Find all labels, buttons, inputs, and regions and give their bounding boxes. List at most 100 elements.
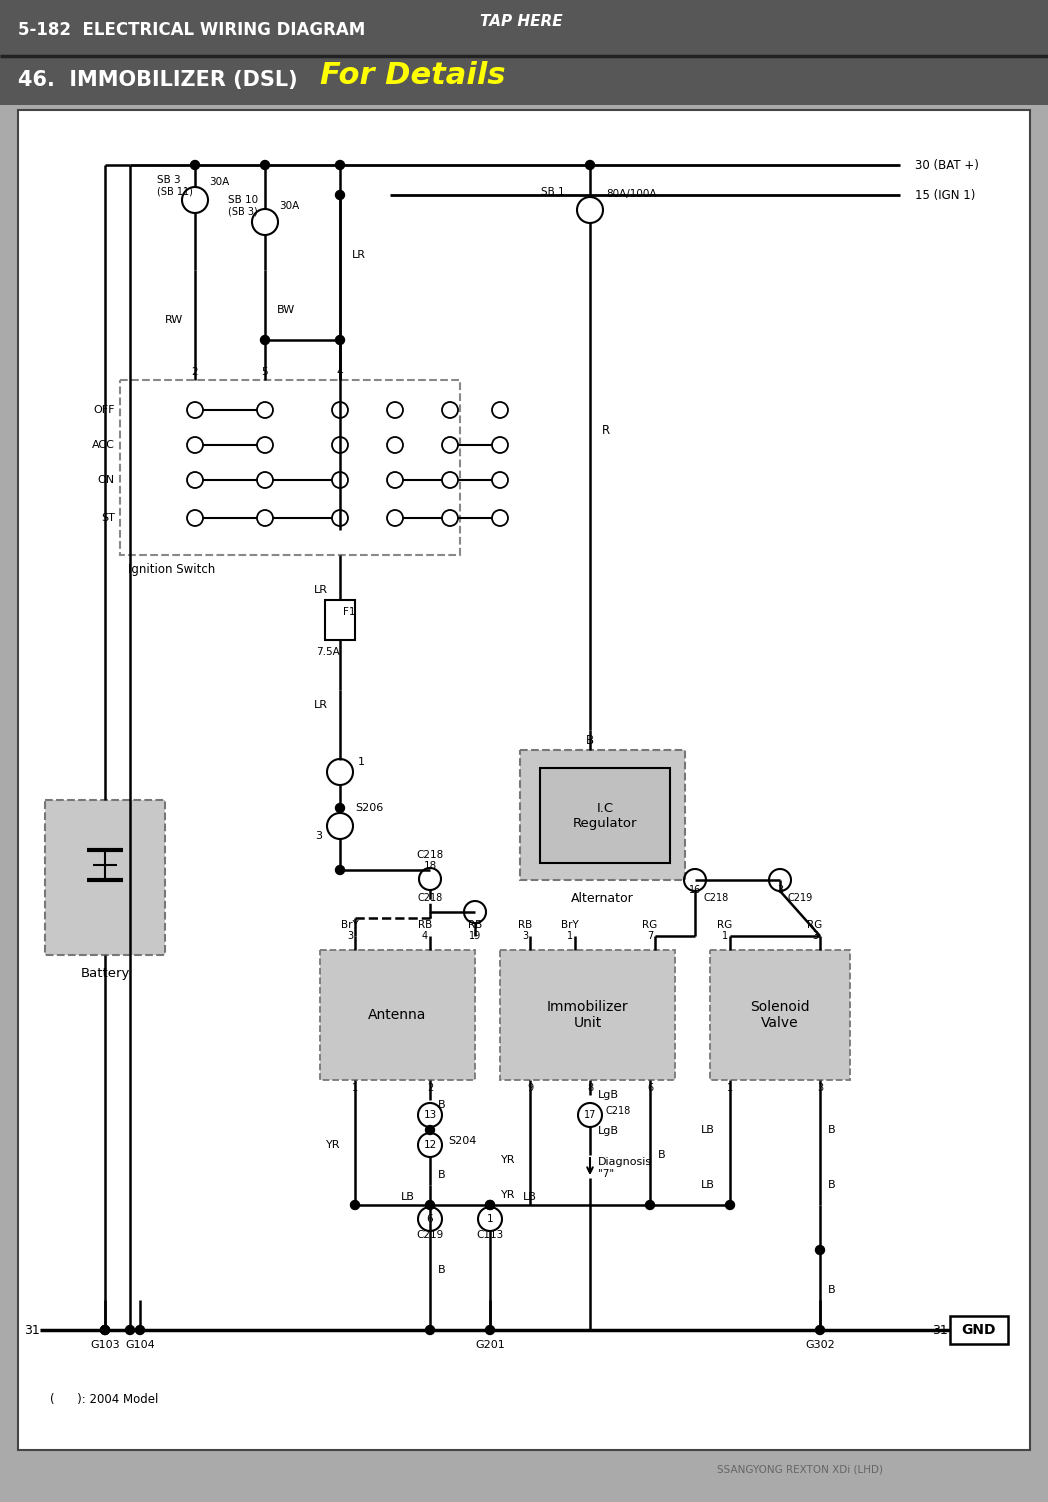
Text: 30A: 30A [209, 177, 230, 188]
Text: LgB: LgB [598, 1090, 619, 1099]
Text: G104: G104 [125, 1340, 155, 1350]
Circle shape [425, 1200, 435, 1209]
Text: B: B [828, 1125, 835, 1136]
Bar [325, 599, 355, 640]
Bar [45, 801, 165, 955]
Bar [0, 0, 1048, 105]
Text: 4: 4 [422, 931, 428, 940]
Text: B: B [438, 1099, 445, 1110]
Text: LB: LB [523, 1193, 537, 1202]
Text: BW: BW [277, 305, 296, 315]
Text: 3: 3 [777, 885, 783, 895]
Text: 6: 6 [427, 1214, 433, 1224]
Text: 3: 3 [817, 1083, 823, 1093]
Text: C218: C218 [416, 850, 443, 861]
Text: 17: 17 [584, 1110, 596, 1120]
Text: LB: LB [401, 1193, 415, 1202]
Text: B: B [586, 733, 594, 746]
Text: C218: C218 [417, 894, 442, 903]
Circle shape [261, 161, 269, 170]
Text: I.C
Regulator: I.C Regulator [573, 802, 637, 829]
Text: 12: 12 [423, 1140, 437, 1151]
Text: Solenoid
Valve: Solenoid Valve [750, 1000, 810, 1030]
Text: LR: LR [314, 700, 328, 710]
Text: 19: 19 [468, 931, 481, 940]
Text: (SB 3): (SB 3) [228, 207, 258, 216]
Bar [520, 749, 685, 880]
Text: 80A/100A: 80A/100A [606, 189, 656, 198]
Text: 1: 1 [567, 931, 573, 940]
Text: G201: G201 [475, 1340, 505, 1350]
Text: 1: 1 [352, 1083, 358, 1093]
Text: C218: C218 [703, 894, 728, 903]
Circle shape [335, 335, 345, 344]
Bar [709, 949, 850, 1080]
Circle shape [815, 1245, 825, 1254]
Text: RW: RW [165, 315, 183, 324]
Text: 9: 9 [527, 1083, 533, 1093]
Text: 2: 2 [192, 366, 198, 377]
Bar [320, 949, 475, 1080]
Circle shape [586, 161, 594, 170]
Text: SB 1: SB 1 [542, 188, 565, 197]
Text: BrY: BrY [561, 921, 578, 930]
Circle shape [725, 1200, 735, 1209]
Text: Diagnosis: Diagnosis [598, 1157, 652, 1167]
Text: C113: C113 [477, 1230, 504, 1241]
Circle shape [815, 1325, 825, 1334]
Text: 3: 3 [315, 831, 322, 841]
Text: Battery: Battery [81, 966, 130, 979]
Text: LB: LB [701, 1125, 715, 1136]
Text: G103: G103 [90, 1340, 119, 1350]
Text: 1: 1 [486, 1214, 494, 1224]
Bar [949, 1316, 1008, 1344]
Text: YR: YR [326, 1140, 340, 1151]
Text: 30A: 30A [279, 201, 300, 210]
Text: LgB: LgB [598, 1126, 619, 1136]
Text: ON: ON [97, 475, 115, 485]
Text: S204: S204 [447, 1136, 477, 1146]
Text: F1: F1 [343, 607, 355, 617]
Text: 3: 3 [812, 931, 818, 940]
Text: RG: RG [807, 921, 823, 930]
Text: C218: C218 [606, 1105, 631, 1116]
Text: 46.  IMMOBILIZER (DSL): 46. IMMOBILIZER (DSL) [18, 71, 298, 90]
Text: 5: 5 [262, 366, 268, 377]
Text: GND: GND [962, 1323, 997, 1337]
Text: Immobilizer
Unit: Immobilizer Unit [547, 1000, 629, 1030]
Circle shape [101, 1325, 109, 1334]
Text: Ignition Switch: Ignition Switch [128, 563, 215, 577]
Text: (      ): 2004 Model: ( ): 2004 Model [50, 1394, 158, 1406]
Text: S206: S206 [355, 804, 384, 813]
Circle shape [335, 865, 345, 874]
Text: 7: 7 [647, 931, 653, 940]
Text: RG: RG [718, 921, 733, 930]
Text: R: R [602, 424, 610, 437]
Text: LR: LR [314, 584, 328, 595]
Text: B: B [828, 1181, 835, 1190]
Text: Alternator: Alternator [571, 892, 634, 904]
Text: For Details: For Details [320, 60, 505, 90]
Text: LR: LR [352, 249, 366, 260]
Bar [121, 380, 460, 556]
Text: ACC: ACC [92, 440, 115, 451]
Circle shape [485, 1200, 495, 1209]
Text: 1: 1 [358, 757, 365, 768]
Text: "7": "7" [598, 1169, 614, 1179]
Text: RG: RG [642, 921, 658, 930]
Text: LB: LB [701, 1181, 715, 1190]
Text: 15 (IGN 1): 15 (IGN 1) [915, 188, 976, 201]
Circle shape [350, 1200, 359, 1209]
Text: B: B [828, 1286, 835, 1295]
Text: BrY: BrY [342, 921, 358, 930]
Circle shape [191, 161, 199, 170]
Text: OFF: OFF [93, 406, 115, 415]
Text: 1: 1 [727, 1083, 733, 1093]
Text: 13: 13 [423, 1110, 437, 1120]
Circle shape [335, 161, 345, 170]
Circle shape [485, 1325, 495, 1334]
Text: 1: 1 [722, 931, 728, 940]
Circle shape [126, 1325, 134, 1334]
Text: 18: 18 [423, 861, 437, 871]
Circle shape [425, 1325, 435, 1334]
